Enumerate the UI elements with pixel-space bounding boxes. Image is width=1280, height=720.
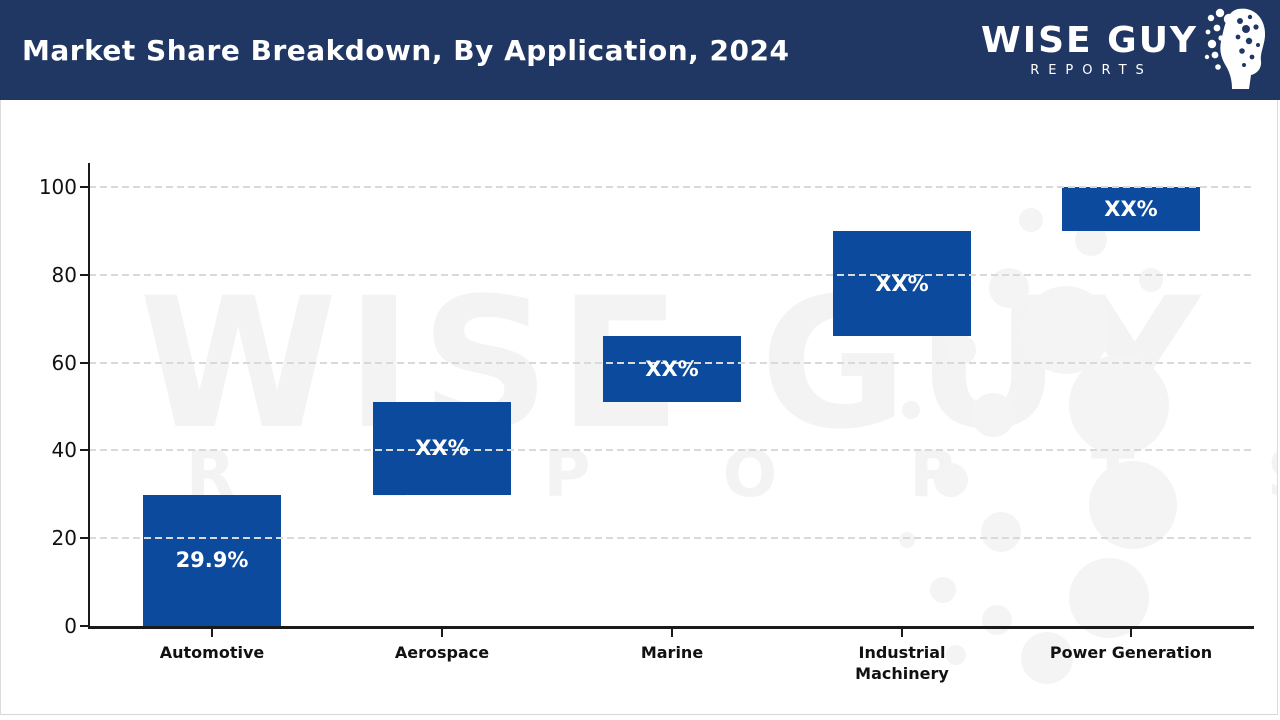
market-share-bar [1062,187,1200,231]
logo-wordmark: WISE GUY [980,20,1198,61]
y-gridline [89,361,1254,364]
y-tick-label: 20 [51,526,77,551]
x-category-label: Marine [640,643,704,662]
y-tick-mark [80,449,88,452]
watermark-dotted-head [851,160,1231,704]
y-tick-mark [80,537,88,540]
y-tick-label: 100 [38,175,77,199]
y-tick-label: 80 [51,262,77,287]
logo-text: WISE GUY REPORTS [980,20,1198,79]
x-tick-mark [671,629,673,637]
bar-value-label: XX% [1104,196,1158,221]
bar-value-label: 29.9% [175,548,249,573]
market-share-bar [603,336,741,403]
x-category-label: Industrial Machinery [855,643,949,683]
bar-value-label: XX% [645,357,699,382]
y-tick-mark [80,361,88,364]
x-axis-line [88,626,1254,629]
market-share-bar [373,402,511,495]
y-tick-mark [80,186,88,188]
x-category-label: Automotive [159,643,265,662]
dotted-head-logo-icon [1202,5,1270,95]
y-gridline [89,186,1254,188]
y-gridline [89,449,1254,452]
y-tick-mark [80,273,88,276]
market-share-bar [833,230,971,337]
wise-guy-logo: WISE GUY REPORTS [981,6,1270,94]
x-category-label: Power Generation [1049,643,1213,662]
x-tick-mark [901,629,903,637]
y-tick-mark [80,625,88,627]
x-category-label: Aerospace [394,643,490,662]
bar-value-label: XX% [875,271,929,296]
y-gridline [89,537,1254,540]
x-tick-mark [211,629,213,637]
market-share-bar [143,494,281,626]
x-tick-mark [441,629,443,637]
page-title: Market Share Breakdown, By Application, … [22,33,790,67]
y-tick-label: 40 [51,438,77,463]
bar-value-label: XX% [415,436,469,461]
plot: 29.9% XX% XX% XX% XX% 0 20 40 60 80 100 Automotive A… [1,100,1277,714]
logo-subtitle: REPORTS [1030,63,1153,78]
y-tick-label: 0 [64,614,77,638]
y-gridline [89,273,1254,276]
y-axis-line [88,163,90,628]
chart-area: WISE GUY R E P O R T S 29.9% XX% XX% XX% XX%… [0,100,1278,715]
x-tick-mark [1130,629,1132,637]
header-bar: Market Share Breakdown, By Application, … [0,0,1280,100]
y-tick-label: 60 [51,350,77,375]
